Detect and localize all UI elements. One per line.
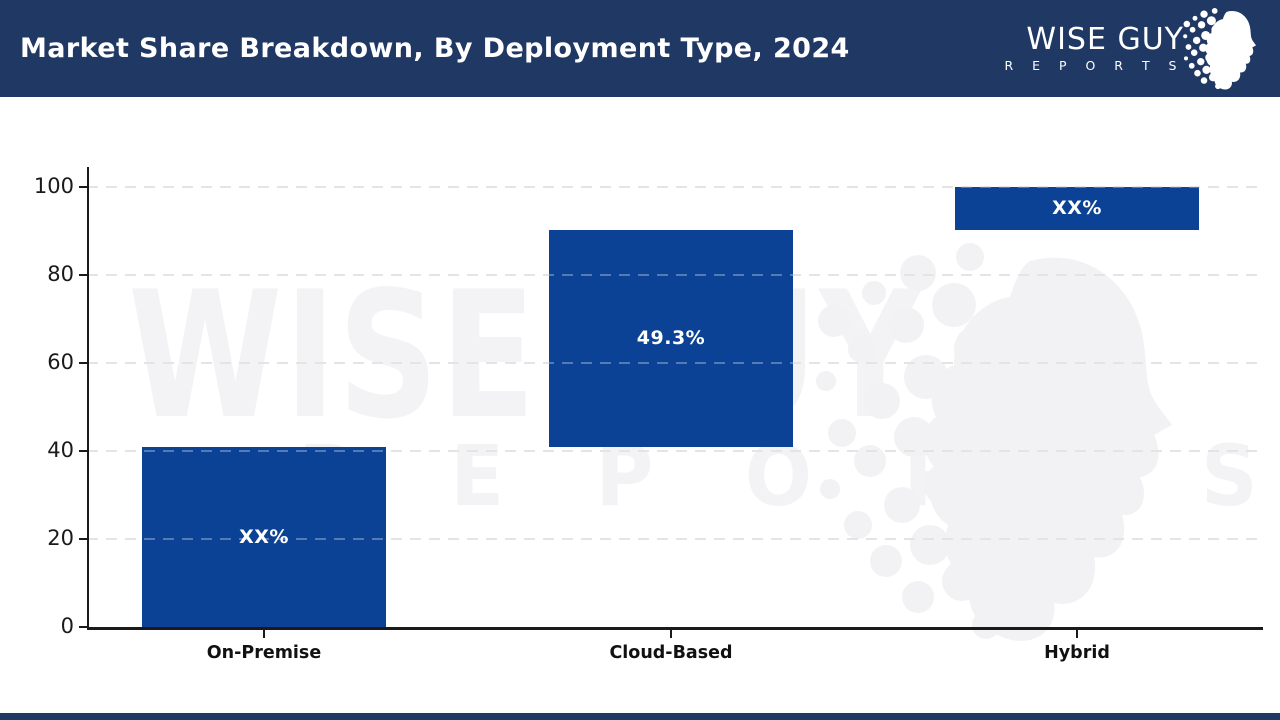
y-tick-40 (79, 450, 87, 452)
chart-area: WISE GUY R E P O R T S 0 20 40 60 80 100 XX% On… (0, 97, 1280, 713)
gridline-overlay-100 (87, 186, 1263, 188)
x-category-label-hybrid: Hybrid (1044, 643, 1110, 663)
gridline-100 (87, 186, 1263, 188)
chart-title: Market Share Breakdown, By Deployment Ty… (20, 33, 850, 64)
y-tick-0 (79, 626, 87, 628)
gridline-40 (87, 450, 1263, 452)
header-bar: Market Share Breakdown, By Deployment Ty… (0, 0, 1280, 97)
gridline-20 (87, 538, 1263, 540)
y-tick-100 (79, 186, 87, 188)
footer-bar (0, 713, 1280, 720)
gridline-overlay-80 (87, 274, 1263, 276)
x-tick-1 (670, 630, 672, 638)
gridline-overlay-60 (87, 362, 1263, 364)
y-tick-label-100: 100 (33, 174, 74, 198)
bar-value-label: XX% (1052, 197, 1102, 220)
y-tick-60 (79, 362, 87, 364)
x-tick-0 (263, 630, 265, 638)
bar-on-premise: XX% (142, 446, 386, 627)
x-category-label-cloud-based: Cloud-Based (609, 643, 733, 663)
y-tick-80 (79, 274, 87, 276)
y-tick-label-60: 60 (47, 350, 74, 374)
bar-value-label: XX% (239, 525, 289, 548)
logo-face-icon (1170, 6, 1270, 92)
x-axis-line (87, 627, 1263, 630)
logo-wordmark: WISE GUY R E P O R T S (1000, 24, 1184, 73)
bar-cloud-based: 49.3% (549, 229, 793, 447)
gridline-overlay-20 (87, 538, 1263, 540)
y-tick-label-40: 40 (47, 438, 74, 462)
y-tick-label-20: 20 (47, 526, 74, 550)
gridline-overlay-40 (87, 450, 1263, 452)
x-tick-2 (1076, 630, 1078, 638)
logo-wordmark-line1: WISE GUY (1026, 22, 1184, 58)
bar-value-label: 49.3% (636, 327, 706, 350)
watermark-face-icon (806, 217, 1186, 669)
y-tick-label-80: 80 (47, 262, 74, 286)
logo-wordmark-line2: R E P O R T S (1004, 57, 1184, 73)
x-category-label-on-premise: On-Premise (206, 643, 322, 663)
y-tick-20 (79, 538, 87, 540)
bar-hybrid: XX% (955, 187, 1199, 230)
wiseguy-logo: WISE GUY R E P O R T S (1000, 6, 1270, 92)
y-axis-line (87, 167, 89, 629)
y-tick-label-0: 0 (60, 614, 74, 638)
